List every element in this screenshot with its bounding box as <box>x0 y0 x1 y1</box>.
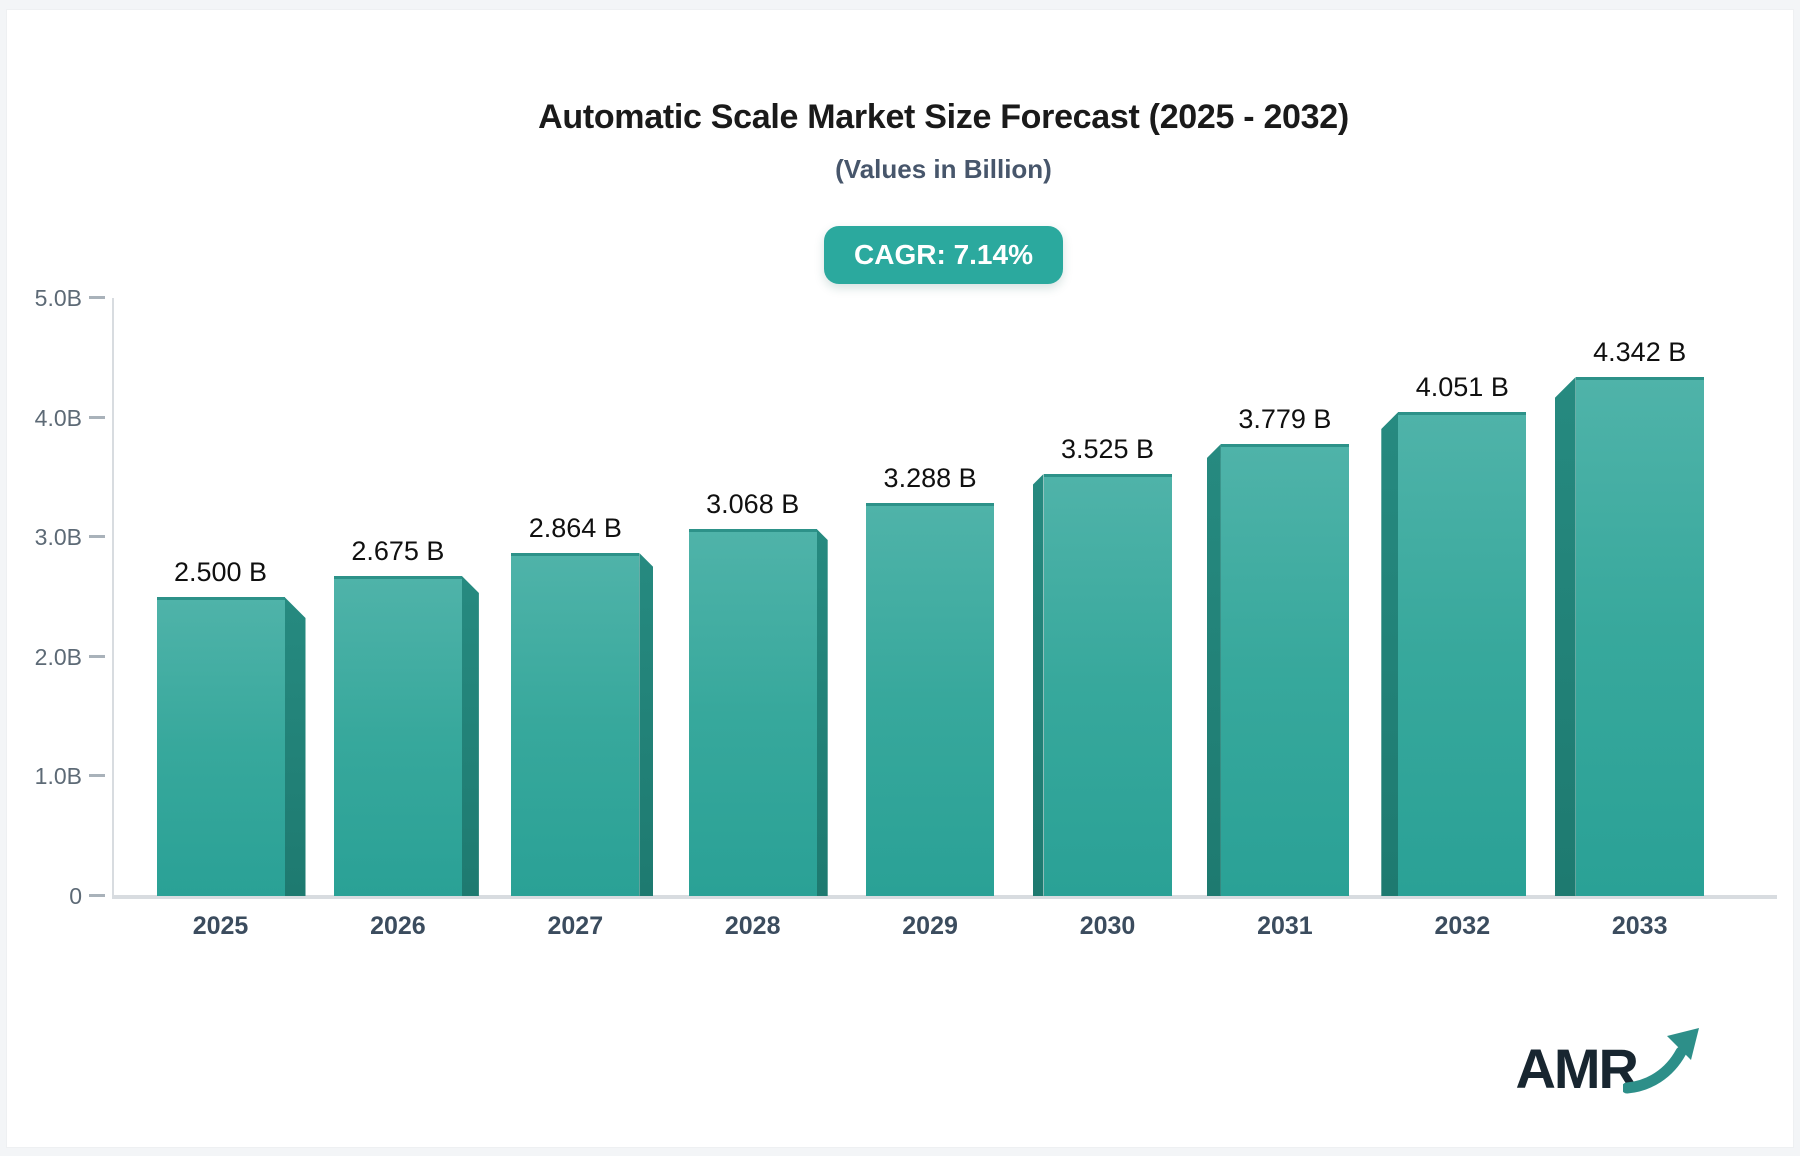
y-axis-line <box>112 298 114 896</box>
bar-side-panel <box>1206 444 1221 896</box>
amr-logo: AMR <box>1515 1027 1701 1101</box>
bar-group-2028: 3.068 B <box>688 489 828 896</box>
y-tick-dash <box>89 535 105 539</box>
bar-group-2027: 2.864 B <box>511 513 654 896</box>
bar-2031 <box>1220 444 1349 896</box>
chart-canvas: Automatic Scale Market Size Forecast (20… <box>6 9 1794 1148</box>
y-tick-dash <box>89 296 105 299</box>
bar-side-panel <box>461 576 479 896</box>
bar-value-label: 2.500 B <box>173 557 268 587</box>
y-tick-dash <box>89 894 105 897</box>
y-tick-dash <box>89 415 105 419</box>
bar-value-label: 3.068 B <box>706 489 800 519</box>
bar-2028 <box>688 529 817 896</box>
bar-2027 <box>511 553 640 896</box>
bar-2029 <box>866 503 995 896</box>
bar-side-panel <box>1381 412 1399 896</box>
bar-2033 <box>1575 377 1704 896</box>
x-tick-label-2032: 2032 <box>1434 912 1491 940</box>
bar-value-label: 4.051 B <box>1415 372 1509 402</box>
y-tick-label: 4.0B <box>34 404 82 431</box>
trending-up-arrow-icon <box>1623 1027 1699 1093</box>
y-tick-label: 5.0B <box>34 285 82 311</box>
bar-side-panel <box>284 597 306 896</box>
y-tick-label: 1.0B <box>34 763 82 790</box>
bar-group-2032: 4.051 B <box>1381 372 1527 896</box>
y-tick-dash <box>89 654 105 658</box>
y-axis: 5.0B 4.0B 3.0B 2.0B 1.0B 0 <box>7 285 112 909</box>
bar-value-label: 3.288 B <box>883 463 977 493</box>
bar-group-2031: 3.779 B <box>1206 404 1349 896</box>
bar-side-panel <box>639 553 654 896</box>
bar-group-2026: 2.675 B <box>333 536 479 896</box>
y-tick-label: 2.0B <box>34 643 82 670</box>
bar-group-2030: 3.525 B <box>1032 434 1172 896</box>
x-tick-label-2033: 2033 <box>1611 912 1668 940</box>
x-tick-label-2026: 2026 <box>370 912 426 940</box>
x-tick-label-2031: 2031 <box>1257 912 1313 940</box>
bar-value-label: 2.675 B <box>351 536 445 566</box>
x-tick-label-2030: 2030 <box>1079 912 1136 940</box>
bar-group-2025: 2.500 B <box>156 557 306 896</box>
bar-side-panel <box>1032 474 1044 896</box>
x-tick-label-2029: 2029 <box>902 912 958 940</box>
y-tick-dash <box>89 774 105 778</box>
bar-2032 <box>1398 412 1527 896</box>
page-subtitle: (Values in Billion) <box>835 154 1052 184</box>
bar-group-2029: 3.288 B <box>866 463 995 896</box>
amr-logo-text: AMR <box>1515 1037 1639 1100</box>
bar-value-label: 4.342 B <box>1593 337 1687 367</box>
bar-value-label: 3.525 B <box>1060 434 1155 464</box>
cagr-badge: CAGR: 7.14% <box>824 226 1063 284</box>
bar-2026 <box>333 576 462 896</box>
x-tick-label-2028: 2028 <box>724 912 781 940</box>
x-tick-label-2025: 2025 <box>192 912 249 940</box>
plot-area: 5.0B 4.0B 3.0B 2.0B 1.0B 0 2.500 B 2.675 B 2.86… <box>35 285 1777 940</box>
bar-side-panel <box>816 529 828 896</box>
bar-value-label: 2.864 B <box>528 513 622 543</box>
bar-value-label: 3.779 B <box>1238 404 1332 434</box>
bar-group-2033: 4.342 B <box>1554 337 1704 896</box>
cagr-badge-row: CAGR: 7.14% <box>112 226 1775 284</box>
y-tick-label: 3.0B <box>34 524 82 551</box>
bar-2025 <box>156 597 285 896</box>
bar-2030 <box>1043 474 1172 896</box>
page-title: Automatic Scale Market Size Forecast (20… <box>538 98 1349 136</box>
x-tick-label-2027: 2027 <box>547 912 604 940</box>
y-tick-label: 0 <box>69 883 82 909</box>
x-axis-line <box>112 895 1777 899</box>
bar-side-panel <box>1554 377 1576 896</box>
